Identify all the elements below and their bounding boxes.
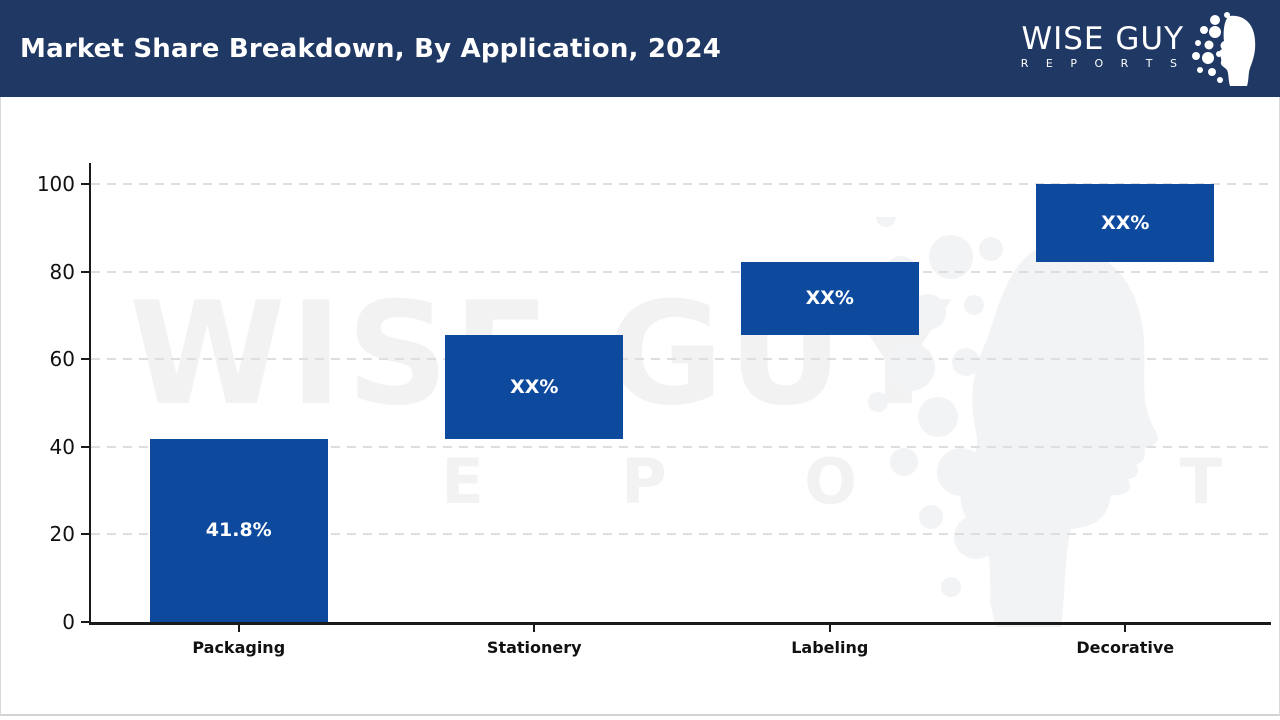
gridline-40 (91, 445, 1271, 448)
x-axis-tick (828, 625, 831, 632)
x-category-label: Packaging (192, 638, 286, 657)
chart-canvas: WISE GUY R E P O R T S (0, 97, 1280, 716)
y-axis-tick-label: 40 (49, 434, 75, 459)
wiseguy-logo: WISE GUY R E P O R T S (1012, 8, 1262, 90)
bar-value-label: XX% (510, 375, 559, 398)
gridline-100 (91, 183, 1271, 186)
x-category-label: Decorative (1076, 638, 1175, 657)
y-axis-tick (81, 621, 89, 623)
plot-area: 0 20 40 60 80 100 41.8% Packaging XX% Stationery X… (37, 163, 1271, 657)
y-axis-tick (81, 358, 89, 361)
bar-labeling: XX% (740, 261, 919, 335)
y-axis-tick-label: 60 (49, 347, 75, 372)
y-axis-tick (81, 533, 89, 536)
x-axis-tick (1124, 625, 1127, 632)
page-title: Market Share Breakdown, By Application, … (20, 33, 722, 64)
gridline-60 (91, 358, 1271, 361)
gridline-20 (91, 533, 1271, 536)
header: Market Share Breakdown, By Application, … (0, 0, 1280, 97)
bar-value-label: 41.8% (205, 519, 272, 542)
y-axis-tick-label: 100 (36, 172, 75, 197)
wiseguy-logo-subtitle: R E P O R T S (1020, 57, 1184, 70)
bar-decorative: XX% (1036, 184, 1215, 262)
bar-stationery: XX% (445, 334, 624, 439)
y-axis-tick (81, 270, 89, 273)
y-axis-tick-label: 20 (49, 522, 75, 547)
x-category-label: Stationery (486, 638, 582, 657)
x-axis-tick (533, 625, 536, 632)
wiseguy-logo-text: WISE GUY R E P O R T S (1021, 22, 1184, 72)
bar-value-label: XX% (805, 287, 854, 310)
y-axis-tick-label: 80 (49, 259, 75, 284)
y-axis-tick (81, 183, 89, 186)
y-axis-tick (81, 445, 89, 448)
gridline-80 (91, 270, 1271, 273)
y-axis-tick-label: 0 (62, 610, 75, 634)
x-category-label: Labeling (791, 638, 869, 657)
x-axis-tick (237, 625, 240, 632)
bar-packaging: 41.8% (149, 438, 328, 622)
wiseguy-head-icon (1184, 10, 1262, 94)
bar-value-label: XX% (1101, 211, 1150, 234)
wiseguy-logo-wordmark: WISE GUY (1021, 21, 1184, 57)
